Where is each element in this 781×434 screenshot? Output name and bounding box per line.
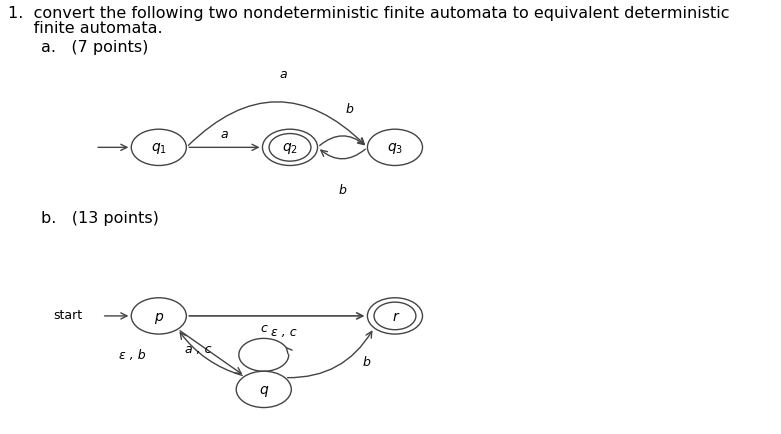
Text: q: q [259,382,268,397]
Circle shape [262,130,318,166]
Text: b: b [338,183,347,196]
Text: a , c: a , c [185,342,212,355]
Text: r: r [392,309,398,323]
Circle shape [367,130,423,166]
Text: a.   (7 points): a. (7 points) [41,40,148,55]
Text: b.   (13 points): b. (13 points) [41,210,159,226]
Text: p: p [155,309,163,323]
Text: $q_1$: $q_1$ [151,141,167,155]
Text: b: b [345,103,353,116]
Text: ε , c: ε , c [271,326,296,339]
Circle shape [236,372,291,408]
Text: 1.  convert the following two nondeterministic finite automata to equivalent det: 1. convert the following two nondetermin… [8,6,729,21]
Text: a: a [220,128,228,141]
Circle shape [131,130,187,166]
Text: ε , b: ε , b [119,349,146,362]
Text: $q_2$: $q_2$ [282,141,298,155]
Text: a: a [280,68,287,81]
Circle shape [131,298,187,334]
Circle shape [367,298,423,334]
Text: $q_3$: $q_3$ [387,141,403,155]
Text: b: b [362,355,370,368]
Text: finite automata.: finite automata. [8,21,162,36]
Text: c: c [260,321,267,334]
Text: start: start [53,309,82,321]
